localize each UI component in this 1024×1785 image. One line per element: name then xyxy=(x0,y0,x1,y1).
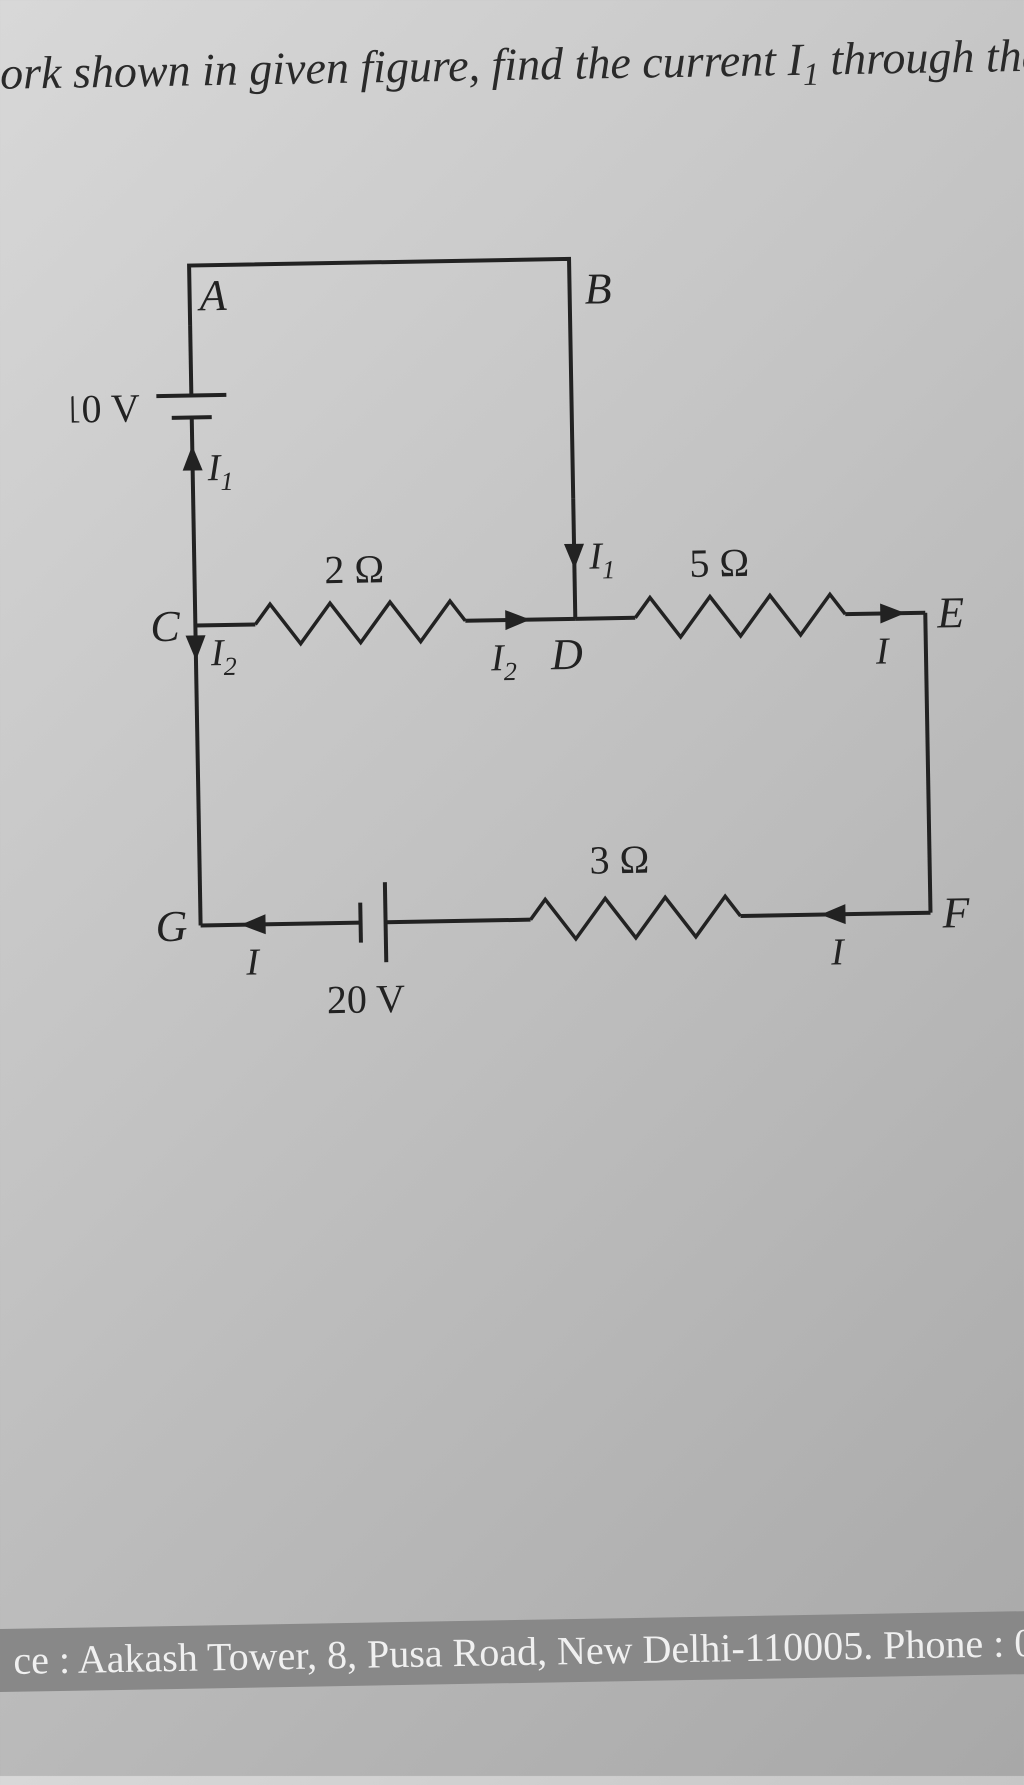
footer-bar: ce : Aakash Tower, 8, Pusa Road, New Del… xyxy=(0,1610,1024,1692)
i1-arrow-up xyxy=(182,445,202,470)
question-prefix: vork shown in given figure, find the cur… xyxy=(0,34,803,99)
battery1-label: 10 V xyxy=(69,385,140,431)
i-label-e: I xyxy=(875,630,892,672)
i-arrow-right xyxy=(880,603,905,623)
node-b-label: B xyxy=(584,264,612,313)
node-d-label: D xyxy=(550,630,584,680)
node-c-label: C xyxy=(150,602,181,652)
r3-label: 3 Ω xyxy=(589,837,650,883)
i-arrow-g xyxy=(240,914,265,934)
node-f-label: F xyxy=(941,888,971,937)
question-sub: 1 xyxy=(803,56,820,92)
i-arrow-f xyxy=(820,904,845,924)
circuit-diagram: A B 10 V I1 C I2 2 Ω xyxy=(69,232,985,1148)
r2-label: 5 Ω xyxy=(689,540,750,586)
i2-arrow-down xyxy=(186,635,206,660)
i2-right-label: I2 xyxy=(490,637,518,686)
i-g-label: I xyxy=(245,941,262,983)
i2-down-label: I2 xyxy=(209,632,237,681)
question-text: vork shown in given figure, find the cur… xyxy=(0,24,1024,107)
question-suffix: through the 10 V battery. xyxy=(818,25,1024,84)
node-e-label: E xyxy=(936,588,965,637)
i1-down-label: I1 xyxy=(588,535,616,584)
node-g-label: G xyxy=(155,902,188,952)
node-a-label: A xyxy=(196,271,228,321)
r1-label: 2 Ω xyxy=(324,546,385,592)
footer-prefix: ce : xyxy=(13,1637,78,1683)
footer-text: Aakash Tower, 8, Pusa Road, New Delhi-11… xyxy=(77,1618,1024,1681)
i2-arrow-right xyxy=(505,610,530,630)
i1-label: I1 xyxy=(206,447,234,496)
i-f-label: I xyxy=(830,931,847,973)
battery2-label: 20 V xyxy=(327,976,406,1022)
